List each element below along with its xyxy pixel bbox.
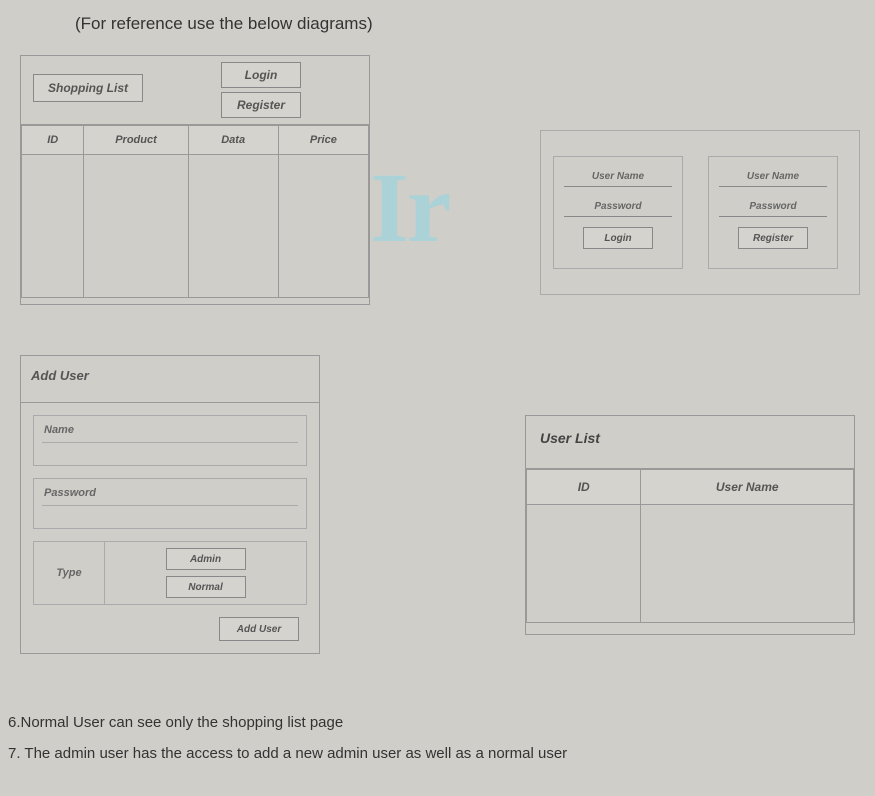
login-username-field[interactable]: User Name bbox=[564, 167, 672, 187]
login-password-field[interactable]: Password bbox=[564, 197, 672, 217]
register-password-field[interactable]: Password bbox=[719, 197, 827, 217]
shopping-list-header: Shopping List Login Register bbox=[21, 56, 369, 125]
table-row bbox=[527, 505, 854, 623]
type-field-row: Type Admin Normal bbox=[33, 541, 307, 605]
col-product: Product bbox=[84, 126, 188, 155]
user-list-header: User List bbox=[526, 416, 854, 469]
register-username-field[interactable]: User Name bbox=[719, 167, 827, 187]
shopping-list-title: Shopping List bbox=[33, 74, 143, 102]
user-list-table: ID User Name bbox=[526, 469, 854, 623]
add-user-submit-button[interactable]: Add User bbox=[219, 617, 299, 641]
password-field-row: Password bbox=[33, 478, 307, 529]
type-options: Admin Normal bbox=[105, 542, 306, 604]
col-data: Data bbox=[188, 126, 278, 155]
name-field-row: Name bbox=[33, 415, 307, 466]
add-user-panel: Add User Name Password Type Admin Normal… bbox=[20, 355, 320, 654]
note-line-1: 6.Normal User can see only the shopping … bbox=[8, 714, 875, 731]
note-line-2: 7. The admin user has the access to add … bbox=[8, 745, 875, 762]
add-user-body: Name Password Type Admin Normal Add User bbox=[21, 403, 319, 653]
login-submit-button[interactable]: Login bbox=[583, 227, 653, 249]
type-label: Type bbox=[34, 542, 105, 604]
add-user-title: Add User bbox=[31, 368, 89, 383]
table-row bbox=[22, 155, 369, 298]
col-id: ID bbox=[22, 126, 84, 155]
name-label: Name bbox=[36, 418, 304, 442]
auth-wireframes: User Name Password Login User Name Passw… bbox=[540, 130, 860, 295]
page-root: (For reference use the below diagrams) S… bbox=[0, 0, 875, 796]
user-list-panel: User List ID User Name bbox=[525, 415, 855, 635]
notes-block: 6.Normal User can see only the shopping … bbox=[0, 700, 875, 762]
watermark-text: Ir bbox=[370, 150, 449, 265]
user-list-title: User List bbox=[540, 430, 600, 446]
login-button[interactable]: Login bbox=[221, 62, 301, 88]
col-userlist-username: User Name bbox=[641, 470, 854, 505]
register-button[interactable]: Register bbox=[221, 92, 301, 118]
name-input[interactable] bbox=[42, 442, 298, 459]
type-option-admin[interactable]: Admin bbox=[166, 548, 246, 570]
shopping-list-table: ID Product Data Price bbox=[21, 125, 369, 298]
register-panel: User Name Password Register bbox=[708, 156, 838, 269]
add-user-header: Add User bbox=[21, 356, 319, 403]
type-option-normal[interactable]: Normal bbox=[166, 576, 246, 598]
col-userlist-id: ID bbox=[527, 470, 641, 505]
col-price: Price bbox=[278, 126, 368, 155]
shopping-list-panel: Shopping List Login Register ID Product … bbox=[20, 55, 370, 305]
login-panel: User Name Password Login bbox=[553, 156, 683, 269]
password-label: Password bbox=[36, 481, 304, 505]
password-input[interactable] bbox=[42, 505, 298, 522]
reference-instruction: (For reference use the below diagrams) bbox=[75, 14, 860, 34]
register-submit-button[interactable]: Register bbox=[738, 227, 808, 249]
